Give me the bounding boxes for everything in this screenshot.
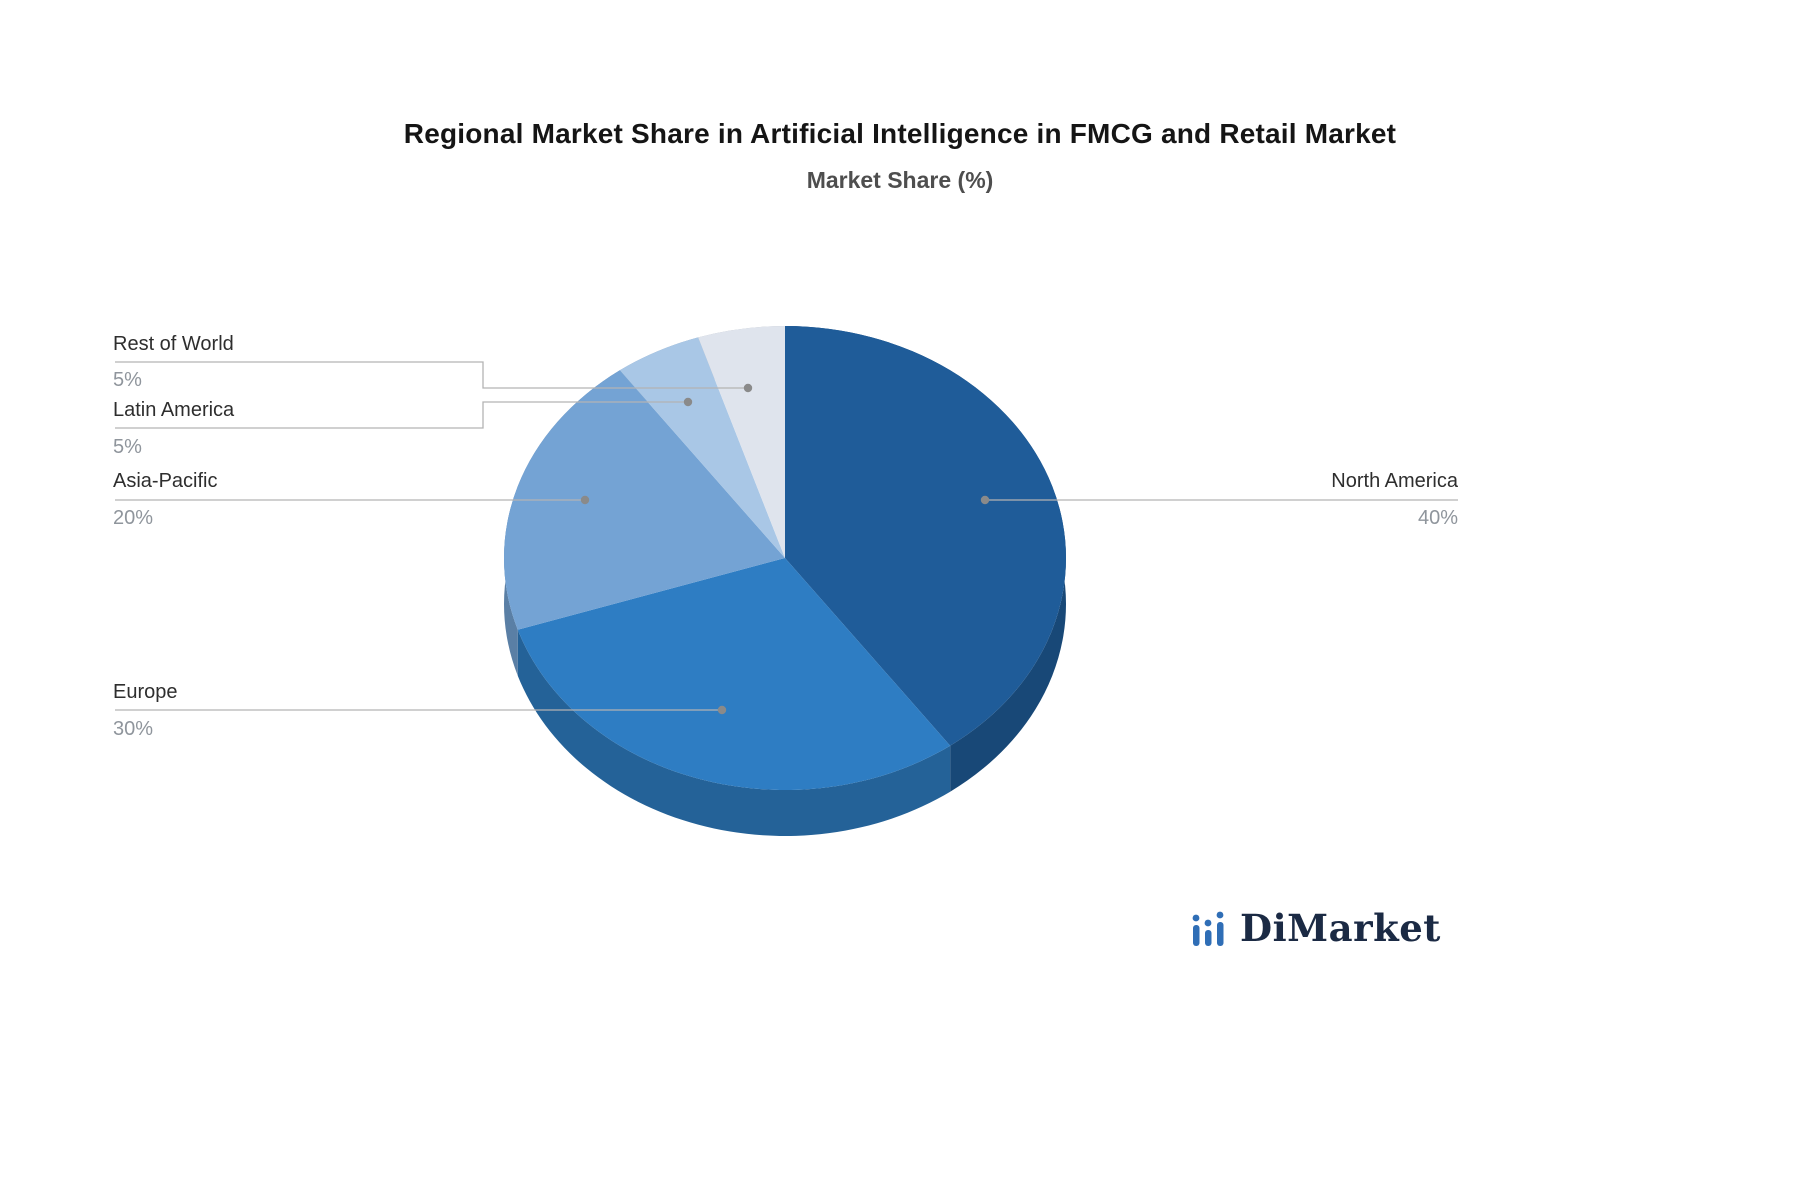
slice-label-latin-america: Latin America: [113, 399, 235, 421]
slice-value-north-america: 40%: [1417, 507, 1458, 529]
chart-subtitle: Market Share (%): [806, 167, 994, 193]
slice-label-rest-of-world: Rest of World: [113, 333, 234, 355]
slice-value-asia-pacific: 20%: [113, 507, 154, 529]
slice-label-europe: Europe: [113, 681, 178, 703]
slice-label-asia-pacific: Asia-Pacific: [113, 470, 218, 492]
pie-slices: [504, 326, 1066, 790]
slice-value-rest-of-world: 5%: [113, 369, 142, 391]
logo-text: DiMarket: [1240, 906, 1441, 950]
label-connector-lines: [115, 361, 1458, 715]
slice-label-north-america: North America: [1331, 470, 1458, 492]
slice-value-latin-america: 5%: [113, 436, 142, 458]
slice-value-europe: 30%: [113, 718, 154, 740]
bar-chart-icon: [1192, 911, 1224, 946]
chart-title: Regional Market Share in Artificial Inte…: [403, 118, 1397, 149]
dimarket-logo: DiMarket: [1188, 906, 1441, 948]
